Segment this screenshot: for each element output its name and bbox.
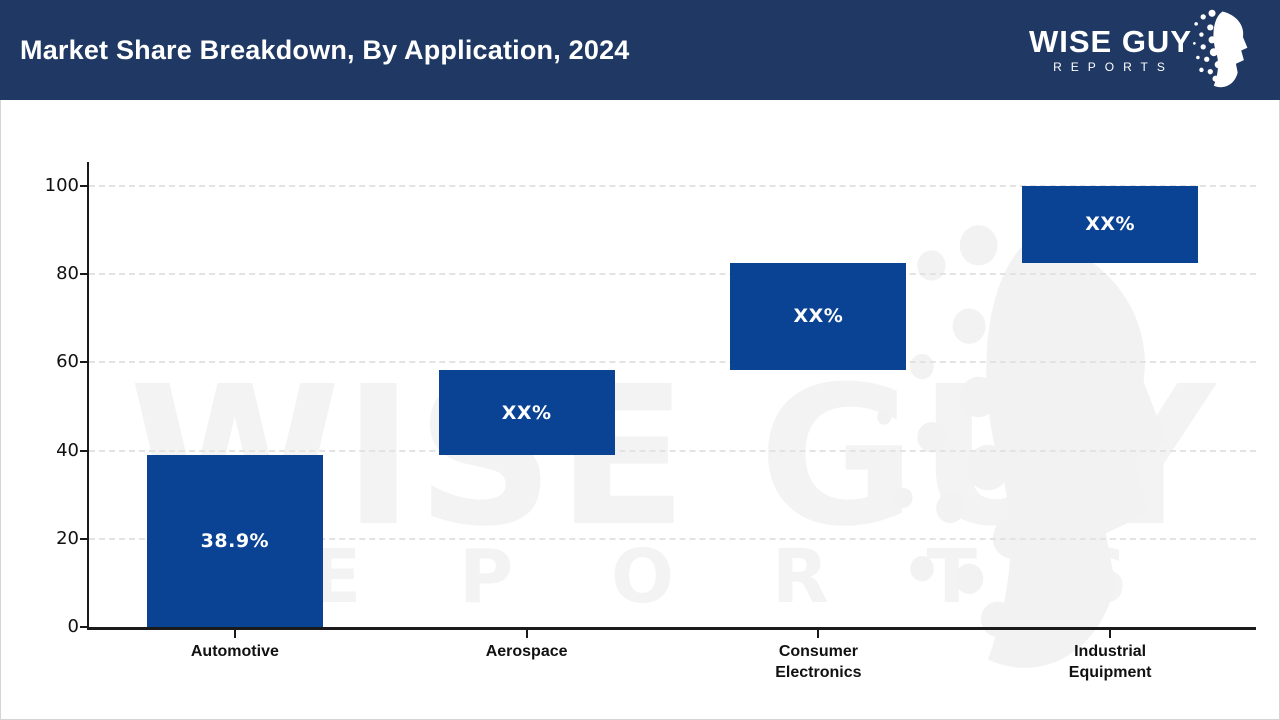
- y-axis-tick-label: 80: [56, 263, 79, 285]
- y-axis-tick: [80, 185, 88, 187]
- bar-industrial-equipment: XX%: [1022, 186, 1199, 263]
- y-axis-tick: [80, 273, 88, 276]
- x-axis-category-label: Aerospace: [485, 643, 568, 660]
- y-axis-tick-label: 60: [56, 351, 79, 373]
- y-axis-tick: [80, 449, 88, 452]
- y-axis-tick: [80, 626, 88, 628]
- gridline-40: [89, 449, 1256, 452]
- bar-automotive: 38.9%: [146, 455, 323, 627]
- gridline-100: [89, 185, 1256, 187]
- y-axis-tick-label: 40: [56, 439, 79, 461]
- bar-aerospace: XX%: [438, 369, 615, 456]
- x-axis-tick: [1109, 630, 1112, 638]
- x-axis-category-label: Consumer Electronics: [775, 643, 862, 681]
- header-bar: Market Share Breakdown, By Application, …: [0, 0, 1280, 100]
- gridline-20: [89, 537, 1256, 540]
- y-axis-line: [87, 162, 89, 630]
- logo-subtitle: REPORTS: [1053, 59, 1174, 74]
- y-axis-tick: [80, 361, 88, 364]
- page-title: Market Share Breakdown, By Application, …: [20, 34, 630, 65]
- logo-text: WISE GUY REPORTS: [1028, 23, 1192, 74]
- x-axis-tick: [233, 630, 236, 638]
- x-axis-line: [87, 627, 1256, 630]
- dotted-head-icon: [1193, 9, 1248, 88]
- gridline-60: [89, 361, 1256, 364]
- x-axis-tick: [525, 630, 528, 638]
- bar-value-label: XX%: [1085, 213, 1136, 236]
- y-axis-tick-label: 100: [44, 175, 79, 196]
- bar-value-label: XX%: [501, 401, 552, 424]
- bar-value-label: XX%: [793, 305, 844, 328]
- bar-value-label: 38.9%: [200, 530, 270, 553]
- y-axis-tick-label: 0: [67, 616, 79, 637]
- y-axis-tick-label: 20: [56, 527, 79, 549]
- chart-panel: WISE GUY R E P O R T S 0 20 40 60 80 100 38.9%…: [0, 100, 1280, 720]
- wise-guy-reports-logo: WISE GUY REPORTS: [1029, 8, 1252, 92]
- logo-wordmark: WISE GUY: [1028, 23, 1192, 59]
- bar-consumer-electronics: XX%: [730, 262, 907, 370]
- x-axis-tick: [817, 630, 820, 638]
- gridline-80: [89, 273, 1256, 276]
- x-axis-category-label: Automotive: [190, 643, 279, 660]
- y-axis-tick: [80, 537, 88, 540]
- x-axis-category-label: Industrial Equipment: [1068, 643, 1152, 681]
